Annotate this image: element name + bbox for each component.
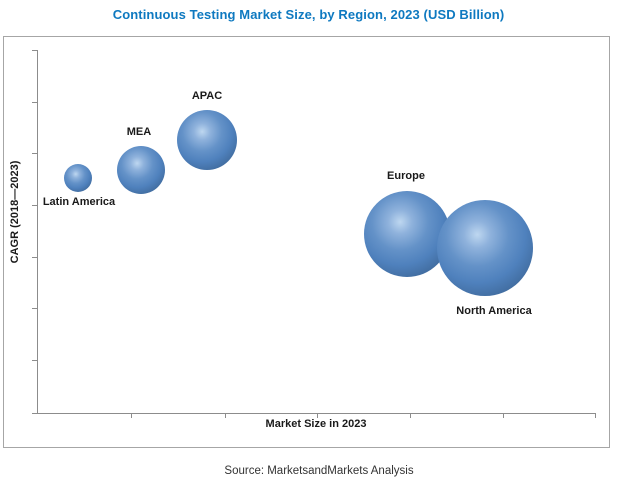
y-axis-tick xyxy=(32,153,37,154)
bubble-mea xyxy=(117,146,165,194)
y-axis-tick xyxy=(32,308,37,309)
chart-title: Continuous Testing Market Size, by Regio… xyxy=(112,7,505,22)
bubble-label-latin-america: Latin America xyxy=(42,196,116,208)
y-axis-line xyxy=(37,50,38,414)
y-axis-label: CAGR (2018—2023) xyxy=(9,160,21,264)
y-axis-tick xyxy=(32,102,37,103)
x-axis-tick xyxy=(131,414,132,418)
y-axis-tick xyxy=(32,50,37,51)
bubble-north-america xyxy=(437,200,533,296)
bubble-label-europe: Europe xyxy=(387,170,425,182)
x-axis-line xyxy=(37,413,596,414)
y-axis-tick xyxy=(32,205,37,206)
bubble-latin-america xyxy=(64,164,92,192)
x-axis-tick xyxy=(225,414,226,418)
bubble-europe xyxy=(364,191,450,277)
x-axis-tick xyxy=(410,414,411,418)
y-axis-tick xyxy=(32,360,37,361)
x-axis-tick xyxy=(503,414,504,418)
bubble-label-mea: MEA xyxy=(126,126,152,138)
y-axis-tick xyxy=(32,257,37,258)
source-note: Source: MarketsandMarkets Analysis xyxy=(224,465,414,477)
bubble-apac xyxy=(177,110,237,170)
bubble-label-apac: APAC xyxy=(191,90,223,102)
bubble-label-north-america: North America xyxy=(456,305,532,317)
y-axis-tick xyxy=(32,413,37,414)
x-axis-tick xyxy=(595,414,596,418)
x-axis-tick xyxy=(317,414,318,418)
x-axis-label: Market Size in 2023 xyxy=(265,418,367,430)
